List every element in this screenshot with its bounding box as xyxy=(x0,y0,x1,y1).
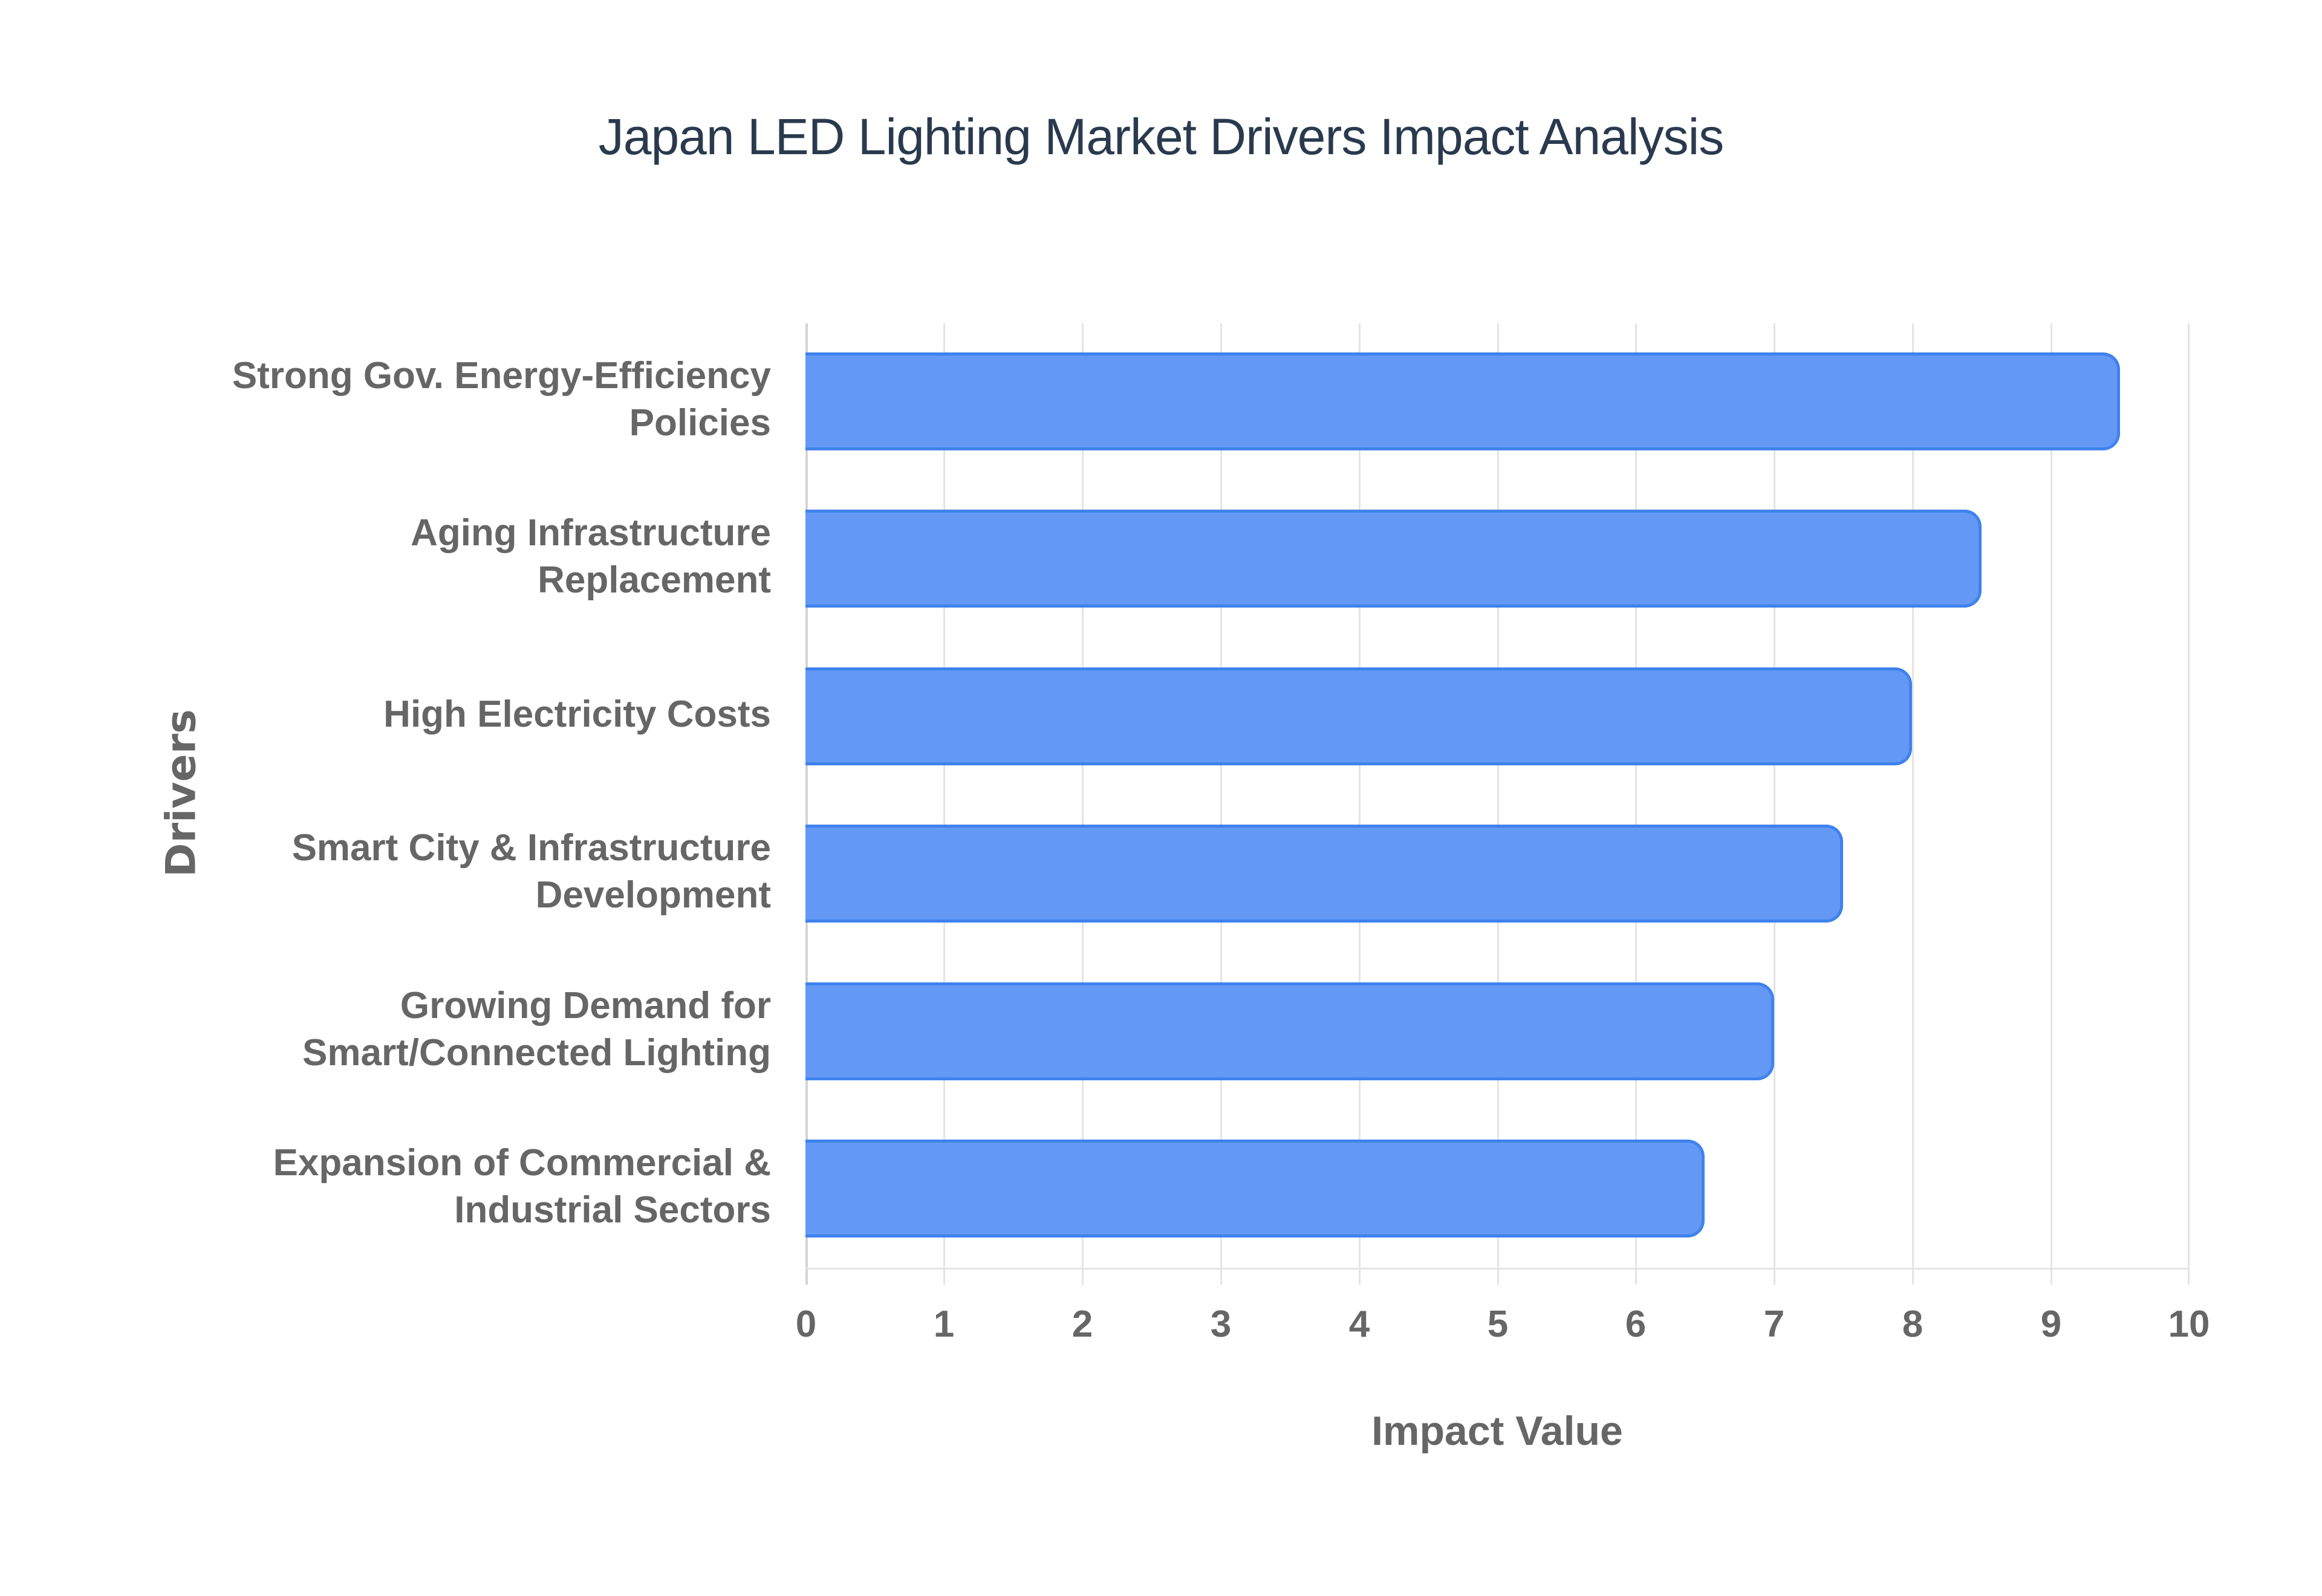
chart-title: Japan LED Lighting Market Drivers Impact… xyxy=(598,108,1724,165)
x-tick-label: 5 xyxy=(1487,1303,1509,1345)
gridline-7 xyxy=(1774,323,1775,1285)
category-label-line: Development xyxy=(535,874,771,916)
plot-area xyxy=(805,323,2190,1285)
bar-smart-lighting-demand[interactable] xyxy=(805,982,1774,1080)
bar-high-electricity-costs[interactable] xyxy=(805,667,1913,765)
gridline-9 xyxy=(2050,323,2052,1285)
category-label-line: Policies xyxy=(629,402,771,444)
category-label-line: Smart City & Infrastructure xyxy=(291,827,771,869)
bar-aging-infrastructure[interactable] xyxy=(805,510,1982,608)
category-label-line: Strong Gov. Energy-Efficiency xyxy=(232,355,771,397)
gridline-2 xyxy=(1082,323,1084,1285)
category-label-line: Industrial Sectors xyxy=(454,1189,771,1231)
x-tick-label: 8 xyxy=(1902,1303,1924,1345)
x-tick-label: 10 xyxy=(2168,1303,2210,1345)
gridline-8 xyxy=(1912,323,1914,1285)
x-tick-label: 9 xyxy=(2040,1303,2062,1345)
x-tick-label: 4 xyxy=(1348,1303,1370,1345)
x-axis-title: Impact Value xyxy=(1371,1408,1623,1454)
gridline-5 xyxy=(1497,323,1499,1285)
category-label: High Electricity Costs xyxy=(106,691,771,738)
gridline-0 xyxy=(805,323,808,1285)
category-label-line: Smart/Connected Lighting xyxy=(302,1032,771,1074)
x-tick-label: 0 xyxy=(795,1303,817,1345)
category-label: Expansion of Commercial & Industrial Sec… xyxy=(106,1140,771,1234)
x-axis-baseline xyxy=(805,1268,2189,1270)
bar-smart-city[interactable] xyxy=(805,825,1843,923)
category-label: Aging Infrastructure Replacement xyxy=(106,510,771,604)
category-label-line: Aging Infrastructure xyxy=(411,512,771,554)
category-label-line: Expansion of Commercial & xyxy=(273,1142,771,1184)
category-label: Strong Gov. Energy-Efficiency Policies xyxy=(106,352,771,447)
gridline-3 xyxy=(1220,323,1222,1285)
gridline-10 xyxy=(2188,323,2190,1285)
category-label-line: Replacement xyxy=(538,559,771,601)
category-label-line: High Electricity Costs xyxy=(383,693,771,735)
category-label-line: Growing Demand for xyxy=(400,985,771,1027)
gridline-4 xyxy=(1359,323,1361,1285)
x-tick-label: 2 xyxy=(1072,1303,1093,1345)
x-tick-label: 6 xyxy=(1625,1303,1647,1345)
x-tick-label: 1 xyxy=(933,1303,955,1345)
gridline-1 xyxy=(943,323,945,1285)
gridline-6 xyxy=(1635,323,1637,1285)
category-label: Smart City & Infrastructure Development xyxy=(106,825,771,919)
x-tick-label: 3 xyxy=(1210,1303,1232,1345)
x-tick-label: 7 xyxy=(1763,1303,1785,1345)
category-label: Growing Demand for Smart/Connected Light… xyxy=(106,982,771,1077)
bar-commercial-industrial[interactable] xyxy=(805,1140,1705,1238)
bar-strong-gov-policies[interactable] xyxy=(805,352,2120,450)
